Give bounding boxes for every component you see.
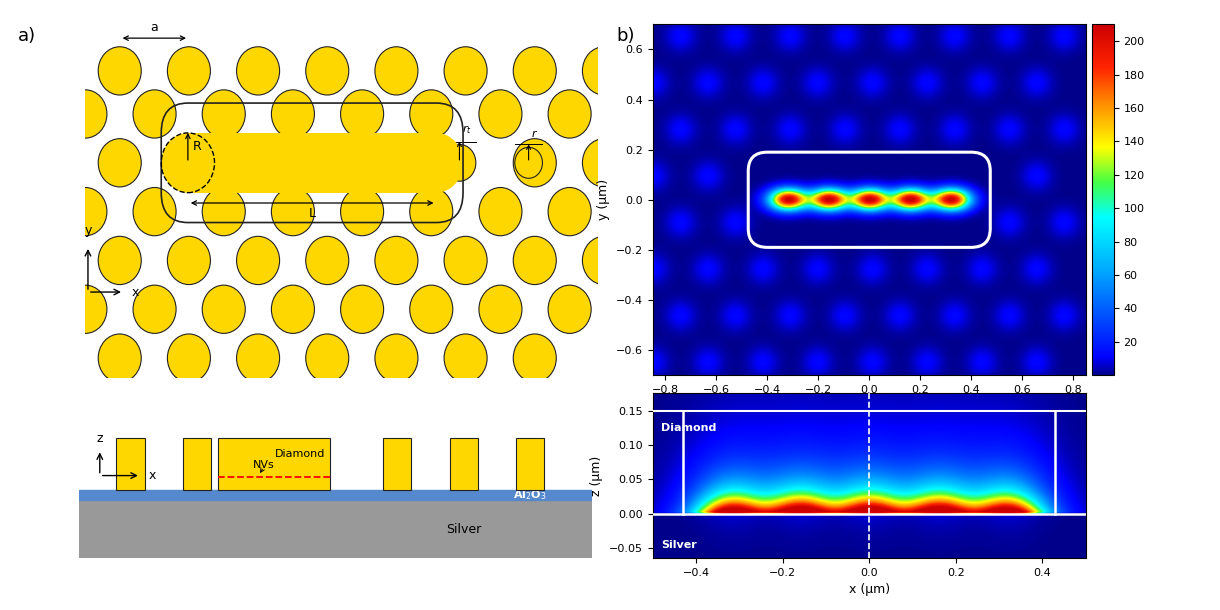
Text: y: y	[84, 224, 92, 237]
Bar	[516, 438, 544, 490]
Text: NVs: NVs	[253, 461, 274, 470]
Circle shape	[161, 133, 215, 193]
Circle shape	[63, 187, 107, 235]
Circle shape	[340, 187, 383, 235]
Circle shape	[479, 187, 522, 235]
Text: b): b)	[616, 27, 634, 46]
Circle shape	[237, 236, 279, 285]
Text: $r$: $r$	[531, 127, 538, 138]
Circle shape	[271, 285, 315, 334]
Circle shape	[582, 236, 626, 285]
Circle shape	[167, 334, 210, 382]
Circle shape	[98, 47, 142, 95]
Circle shape	[410, 90, 453, 138]
Bar	[188, 133, 437, 193]
Circle shape	[444, 47, 487, 95]
Circle shape	[410, 285, 453, 334]
Circle shape	[410, 187, 453, 235]
Text: L: L	[309, 207, 316, 220]
Circle shape	[410, 133, 464, 193]
Circle shape	[63, 90, 107, 138]
Circle shape	[548, 90, 592, 138]
Text: Al$_2$O$_3$: Al$_2$O$_3$	[514, 488, 547, 502]
Circle shape	[582, 47, 626, 95]
Text: $r_t$: $r_t$	[462, 123, 472, 136]
X-axis label: x (μm): x (μm)	[849, 400, 889, 414]
Circle shape	[133, 285, 176, 334]
Bar	[383, 438, 411, 490]
Circle shape	[375, 334, 418, 382]
Circle shape	[548, 187, 592, 235]
Text: Diamond: Diamond	[661, 423, 716, 433]
Circle shape	[375, 47, 418, 95]
Y-axis label: z (μm): z (μm)	[590, 456, 604, 496]
Circle shape	[98, 236, 142, 285]
Circle shape	[582, 138, 626, 187]
Text: a): a)	[18, 27, 37, 46]
Circle shape	[514, 334, 556, 382]
Bar	[79, 490, 592, 500]
Circle shape	[548, 285, 592, 334]
Circle shape	[443, 145, 476, 181]
Bar	[79, 500, 592, 558]
Bar	[116, 438, 145, 490]
Circle shape	[479, 285, 522, 334]
Circle shape	[271, 90, 315, 138]
Circle shape	[203, 285, 245, 334]
Circle shape	[514, 236, 556, 285]
Circle shape	[444, 334, 487, 382]
Circle shape	[167, 47, 210, 95]
Circle shape	[444, 236, 487, 285]
Text: R: R	[193, 140, 201, 153]
Circle shape	[133, 187, 176, 235]
Circle shape	[98, 334, 142, 382]
Circle shape	[514, 138, 556, 187]
Text: x: x	[132, 285, 139, 298]
Circle shape	[514, 47, 556, 95]
Text: Silver: Silver	[447, 523, 481, 536]
Circle shape	[306, 47, 349, 95]
Bar	[449, 438, 478, 490]
Bar	[183, 438, 211, 490]
Circle shape	[375, 236, 418, 285]
Text: x: x	[149, 469, 156, 482]
Circle shape	[203, 90, 245, 138]
Circle shape	[515, 147, 543, 178]
Text: z: z	[96, 432, 102, 445]
Circle shape	[479, 90, 522, 138]
Circle shape	[237, 47, 279, 95]
Circle shape	[167, 138, 210, 187]
Circle shape	[340, 285, 383, 334]
Circle shape	[98, 138, 142, 187]
Y-axis label: y (μm): y (μm)	[598, 179, 610, 220]
Text: Diamond: Diamond	[274, 448, 325, 459]
Circle shape	[237, 334, 279, 382]
Circle shape	[133, 90, 176, 138]
Circle shape	[306, 334, 349, 382]
Text: Silver: Silver	[661, 540, 697, 550]
Circle shape	[306, 236, 349, 285]
Circle shape	[271, 187, 315, 235]
Circle shape	[63, 285, 107, 334]
Bar	[217, 438, 331, 490]
Circle shape	[203, 187, 245, 235]
Text: a: a	[150, 21, 159, 34]
X-axis label: x (μm): x (μm)	[849, 583, 889, 597]
Circle shape	[651, 138, 694, 187]
Circle shape	[340, 90, 383, 138]
Circle shape	[167, 236, 210, 285]
